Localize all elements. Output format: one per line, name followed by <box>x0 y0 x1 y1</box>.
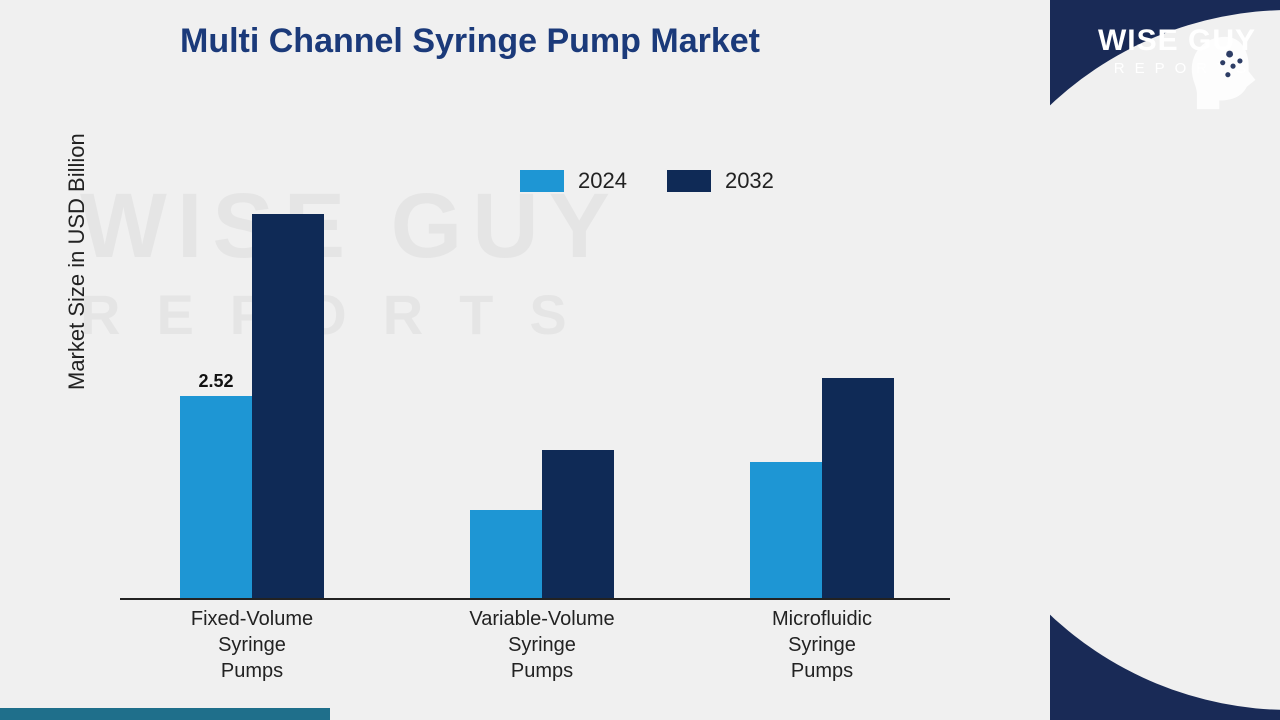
bar-2024 <box>470 510 542 598</box>
bar-group: 2.52 <box>180 200 380 600</box>
bar-2024 <box>180 396 252 598</box>
chart-canvas: WISE GUY REPORTS WISE GUY REPORTS Multi … <box>0 0 1280 720</box>
legend-swatch-2032 <box>667 170 711 192</box>
y-axis-label: Market Size in USD Billion <box>64 133 90 390</box>
legend: 2024 2032 <box>520 168 774 194</box>
category-label: Fixed-Volume Syringe Pumps <box>152 606 352 684</box>
legend-swatch-2024 <box>520 170 564 192</box>
legend-label-2032: 2032 <box>725 168 774 194</box>
chart-title: Multi Channel Syringe Pump Market <box>120 22 820 61</box>
brand-logo: WISE GUY REPORTS <box>1098 24 1256 77</box>
head-icon <box>1178 28 1264 118</box>
bar-2032 <box>252 214 324 598</box>
plot-area: 2.52 <box>120 200 950 600</box>
legend-item-2024: 2024 <box>520 168 627 194</box>
category-label: Microfluidic Syringe Pumps <box>722 606 922 684</box>
bar-2024 <box>750 462 822 598</box>
bottom-accent-bar <box>0 708 330 720</box>
bar-2032 <box>822 378 894 598</box>
legend-item-2032: 2032 <box>667 168 774 194</box>
bar-value-label: 2.52 <box>180 371 252 392</box>
category-label: Variable-Volume Syringe Pumps <box>442 606 642 684</box>
bar-2032 <box>542 450 614 598</box>
legend-label-2024: 2024 <box>578 168 627 194</box>
bar-group <box>470 200 670 600</box>
bar-group <box>750 200 950 600</box>
